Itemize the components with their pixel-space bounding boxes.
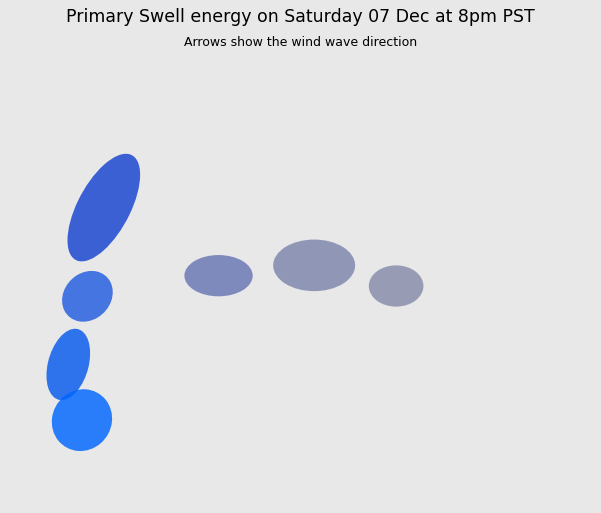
Ellipse shape <box>46 329 90 400</box>
Ellipse shape <box>67 154 140 261</box>
Text: Primary Swell energy on Saturday 07 Dec at 8pm PST: Primary Swell energy on Saturday 07 Dec … <box>66 8 535 26</box>
Ellipse shape <box>62 271 113 322</box>
Ellipse shape <box>369 265 424 307</box>
Ellipse shape <box>185 255 252 297</box>
Text: Arrows show the wind wave direction: Arrows show the wind wave direction <box>184 36 417 49</box>
Ellipse shape <box>273 240 355 291</box>
Ellipse shape <box>52 389 112 451</box>
